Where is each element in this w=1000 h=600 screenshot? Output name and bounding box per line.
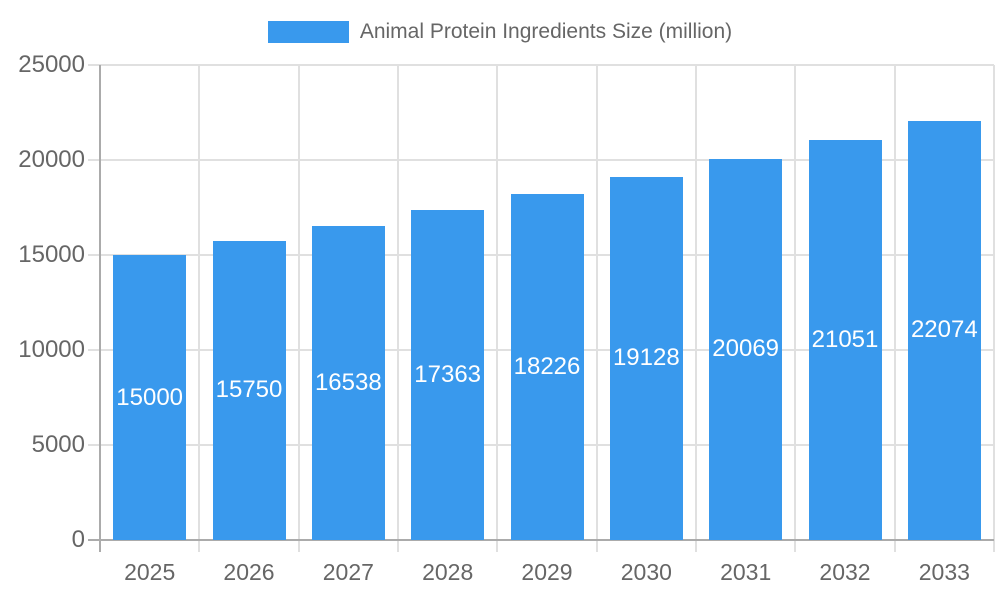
x-tick: [496, 540, 499, 552]
gridline-horizontal: [100, 159, 994, 161]
bar-2028[interactable]: 17363: [411, 210, 485, 540]
y-tick: [88, 159, 100, 161]
x-axis-label-2029: 2029: [521, 559, 573, 585]
gridline-vertical: [198, 65, 201, 540]
x-axis-line: [88, 539, 994, 541]
bar-value-label: 20069: [712, 335, 780, 363]
gridline-vertical: [397, 65, 399, 540]
gridline-vertical: [595, 65, 598, 540]
bar-2030[interactable]: 19128: [609, 176, 683, 540]
gridline-vertical: [794, 65, 797, 540]
x-tick: [198, 540, 201, 552]
x-axis-label-2028: 2028: [422, 559, 474, 585]
gridline-vertical: [297, 65, 300, 540]
legend-label: Animal Protein Ingredients Size (million…: [359, 20, 733, 43]
y-axis-label: 20000: [18, 146, 85, 173]
y-axis-label: 10000: [18, 336, 85, 363]
bar-value-label: 19128: [612, 344, 680, 372]
y-tick: [88, 349, 100, 351]
y-axis-label: 5000: [31, 431, 85, 458]
y-tick: [88, 444, 100, 446]
x-axis-label-2025: 2025: [124, 559, 176, 585]
x-tick: [297, 540, 300, 552]
gridline-vertical: [496, 65, 499, 540]
x-axis-label-2027: 2027: [322, 559, 374, 585]
y-axis-label: 15000: [18, 241, 85, 268]
y-axis-label: 25000: [18, 51, 85, 78]
bar-2031[interactable]: 20069: [709, 158, 783, 540]
x-tick: [893, 540, 896, 552]
bar-value-label: 21051: [811, 326, 879, 353]
gridline-vertical: [993, 65, 995, 540]
y-tick: [88, 64, 100, 66]
bar-2032[interactable]: 21051: [808, 140, 882, 540]
bar-2029[interactable]: 18226: [510, 193, 584, 540]
bar-2033[interactable]: 22074: [907, 120, 981, 540]
bar-2027[interactable]: 16538: [311, 225, 385, 540]
x-axis-label-2033: 2033: [918, 559, 970, 585]
y-tick: [88, 254, 100, 256]
x-tick: [595, 540, 598, 552]
x-tick: [993, 540, 995, 552]
x-axis-label-2031: 2031: [720, 559, 772, 585]
y-axis-label: 0: [71, 526, 85, 553]
bar-value-label: 17363: [414, 361, 482, 389]
gridline-vertical: [695, 65, 697, 540]
bar-value-label: 16538: [314, 368, 382, 396]
x-tick: [695, 540, 697, 552]
bar-value-label: 18226: [513, 352, 581, 380]
gridline-vertical: [893, 65, 896, 540]
x-tick: [397, 540, 399, 552]
bar-value-label: 15000: [116, 383, 184, 411]
x-axis-label-2032: 2032: [819, 559, 871, 585]
x-tick: [794, 540, 797, 552]
gridline-horizontal: [100, 64, 994, 66]
bar-2026[interactable]: 15750: [212, 240, 286, 540]
chart-legend[interactable]: Animal Protein Ingredients Size (million…: [0, 20, 1000, 44]
bar-value-label: 22074: [910, 316, 978, 344]
bar-2025[interactable]: 15000: [113, 255, 187, 540]
bar-value-label: 15750: [215, 376, 283, 404]
x-axis-label-2026: 2026: [223, 559, 275, 585]
legend-swatch: [267, 21, 349, 43]
y-axis-line: [99, 65, 101, 552]
x-axis-label-2030: 2030: [620, 559, 672, 585]
